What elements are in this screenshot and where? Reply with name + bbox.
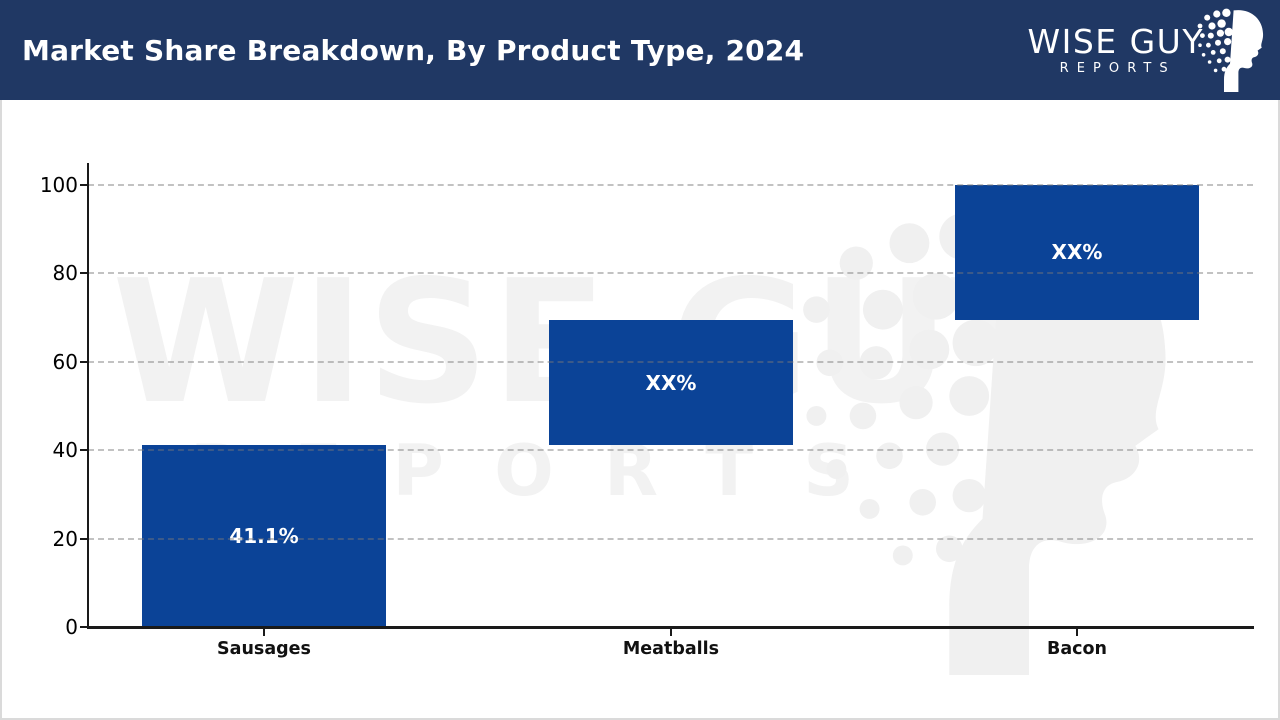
y-axis-line [87,163,89,629]
chart-title: Market Share Breakdown, By Product Type,… [22,33,805,67]
gridline-60 [88,360,1253,363]
y-tick-label-60: 60 [52,349,78,374]
y-tick-label-100: 100 [39,173,78,197]
y-tick-label-80: 80 [52,261,78,286]
y-tick-mark-100 [80,184,88,186]
y-tick-mark-80 [80,272,88,275]
x-tick-mark-1 [670,628,672,636]
logo-wordmark: WISE GUY [1027,21,1204,61]
logo-text: WISE GUY REPORTS [1027,21,1204,76]
bar-meatballs: XX% [549,319,793,446]
x-category-label: Meatballs [622,639,720,659]
x-tick-mark-2 [1076,628,1078,636]
wise-guy-face-icon [1197,8,1264,92]
x-category-label: Sausages [217,639,311,659]
header-bar: Market Share Breakdown, By Product Type,… [0,0,1280,100]
y-tick-mark-60 [80,360,88,363]
logo-subtext: REPORTS [1059,60,1176,76]
frame-bottom-line [0,718,1280,720]
watermark-face-icon [803,213,1166,675]
bar-value-label: 41.1% [229,524,299,549]
bar-value-label: XX% [1051,240,1103,265]
y-tick-mark-20 [80,537,88,540]
gridline-40 [88,449,1253,452]
y-tick-label-0: 0 [65,615,78,639]
frame-right-line [1278,100,1280,720]
x-tick-mark-0 [263,628,265,636]
y-tick-label-40: 40 [52,438,78,463]
gridline-100 [88,184,1253,186]
bar-sausages: 41.1% [142,445,386,627]
gridline-20 [88,537,1253,540]
y-tick-label-20: 20 [52,526,78,551]
wise-guy-logo: WISE GUY REPORTS [1027,6,1266,94]
y-tick-mark-40 [80,449,88,452]
bar-bacon: XX% [955,185,1199,320]
x-category-label: Bacon [1046,639,1108,659]
bar-value-label: XX% [645,370,697,395]
gridline-80 [88,272,1253,275]
y-tick-mark-0 [80,626,88,628]
frame-left-line [0,100,2,720]
x-axis-line [87,626,1254,629]
